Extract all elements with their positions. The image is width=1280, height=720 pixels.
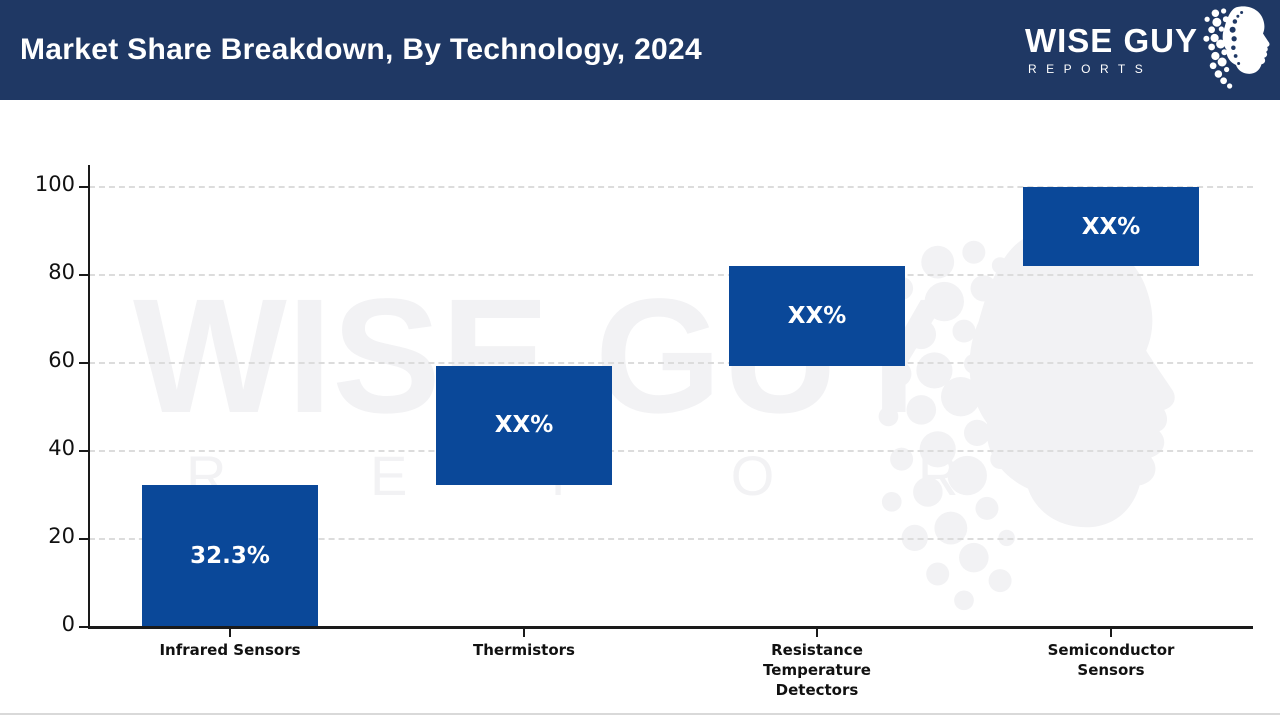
x-category-label-line: Thermistors	[473, 641, 575, 659]
x-category-label-line: Detectors	[775, 681, 859, 699]
y-tick-mark	[79, 450, 88, 452]
x-category-label-line: Sensors	[1077, 661, 1145, 679]
gridline-60	[89, 362, 1253, 364]
brand-logo: WISE GUY REPORTS	[1025, 4, 1272, 96]
gridline-80	[89, 274, 1253, 276]
page-title: Market Share Breakdown, By Technology, 2…	[20, 33, 703, 66]
x-category-label: Resistance Temperature Detectors	[707, 640, 927, 700]
y-tick-label: 80	[48, 260, 75, 284]
x-tick-mark	[816, 629, 818, 637]
x-axis-line	[88, 626, 1253, 629]
x-category-label-line: Resistance	[771, 641, 863, 659]
bar-value-label: 32.3%	[190, 542, 270, 569]
y-tick-mark	[79, 186, 88, 188]
bar-2: XX%	[436, 366, 612, 485]
x-tick-mark	[229, 629, 231, 637]
brand-name: WISE GUY	[1024, 22, 1198, 59]
bar-value-label: XX%	[494, 412, 554, 439]
y-tick-mark	[79, 626, 88, 628]
y-tick-mark	[79, 362, 88, 364]
footer-divider	[0, 713, 1280, 715]
y-tick-mark	[79, 538, 88, 540]
bar-3: XX%	[729, 266, 905, 367]
bar-value-label: XX%	[787, 303, 847, 330]
gridline-20	[89, 538, 1253, 540]
y-tick-label: 60	[48, 348, 75, 372]
x-category-label-line: Semiconductor	[1047, 641, 1175, 659]
header-bar: Market Share Breakdown, By Technology, 2…	[0, 0, 1280, 100]
gridline-40	[89, 450, 1253, 452]
y-tick-label: 20	[48, 524, 75, 548]
y-axis-line	[88, 165, 90, 629]
x-tick-mark	[523, 629, 525, 637]
y-tick-label: 100	[34, 172, 75, 196]
x-category-label-line: Infrared Sensors	[159, 641, 301, 659]
brand-logo-text: WISE GUY REPORTS	[1024, 22, 1198, 77]
x-tick-mark	[1110, 629, 1112, 637]
x-category-label: Infrared Sensors	[120, 640, 340, 660]
x-category-label-line: Temperature	[763, 661, 871, 679]
x-category-label: Thermistors	[414, 640, 634, 660]
brand-head-icon	[1203, 6, 1270, 89]
gridline-100	[89, 186, 1253, 188]
y-tick-label: 40	[48, 436, 75, 460]
y-tick-mark	[79, 274, 88, 276]
bar-4: XX%	[1023, 187, 1199, 267]
bar-1: 32.3%	[142, 484, 318, 627]
brand-subtitle: REPORTS	[1027, 62, 1153, 76]
bar-value-label: XX%	[1081, 213, 1141, 240]
x-category-label: Semiconductor Sensors	[1001, 640, 1221, 680]
y-tick-label: 0	[61, 612, 75, 636]
